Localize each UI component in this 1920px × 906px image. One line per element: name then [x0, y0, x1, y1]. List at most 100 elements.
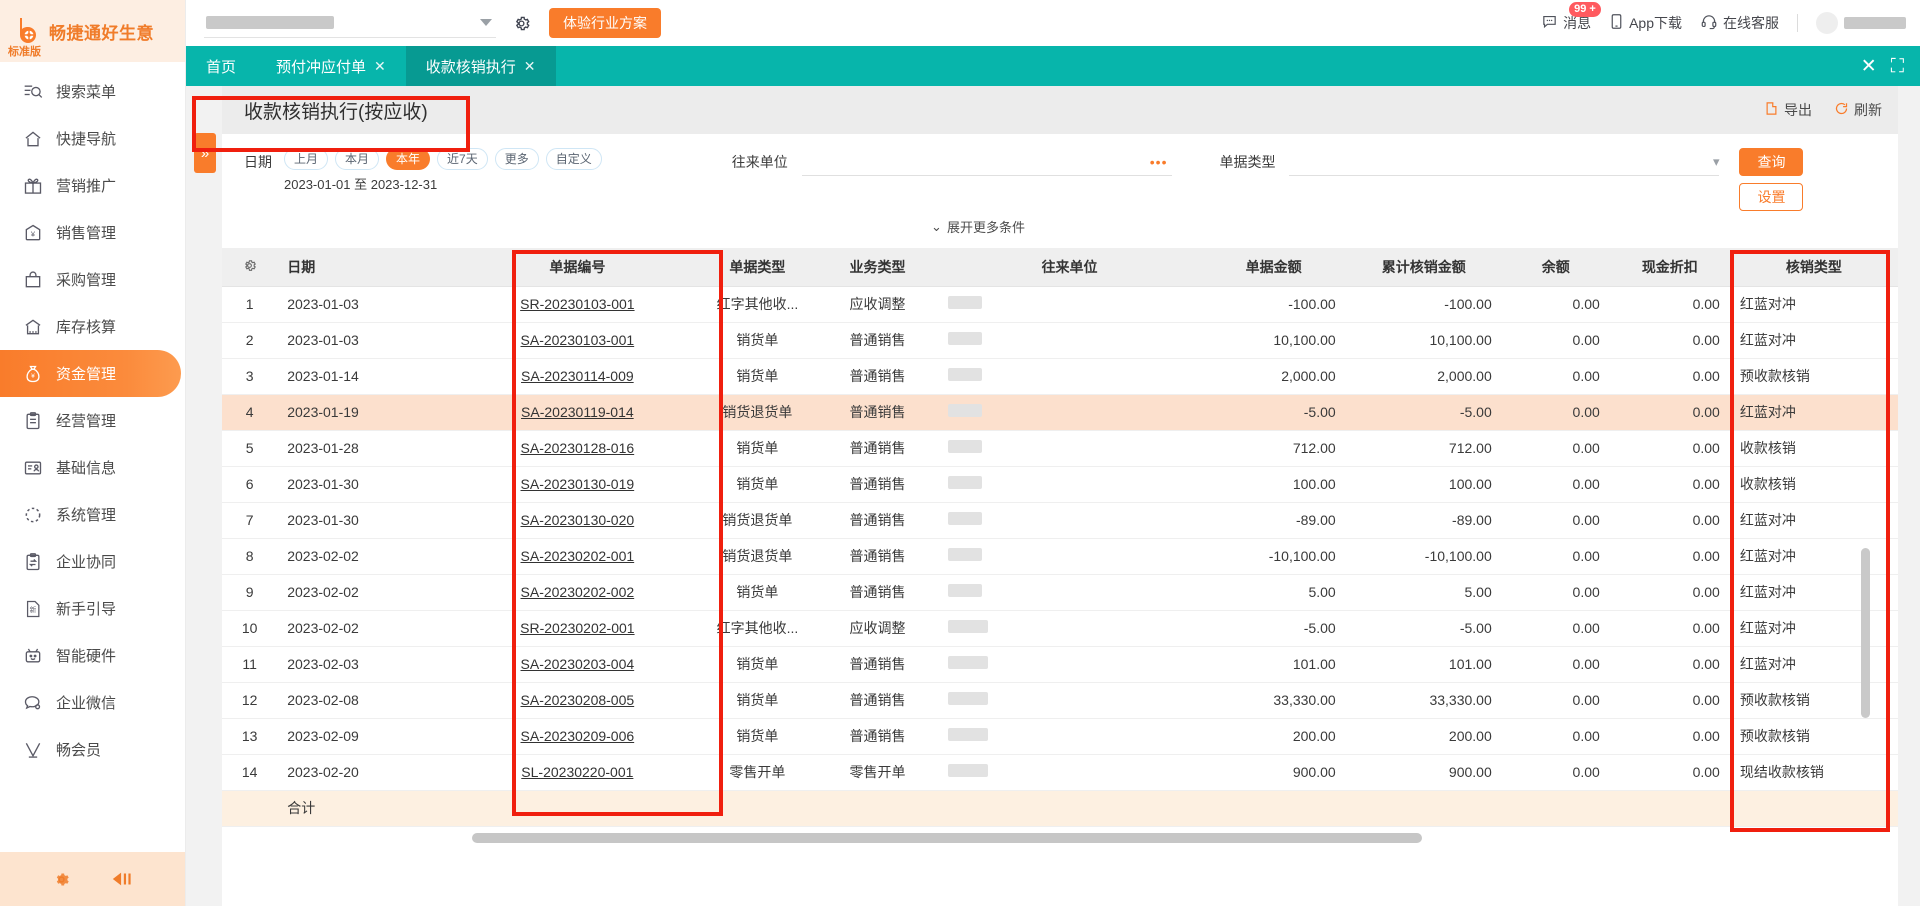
sidebar-item-1[interactable]: 快捷导航 — [0, 115, 185, 162]
cell-doc-no[interactable]: SA-20230128-016 — [457, 430, 698, 467]
doc-no-link[interactable]: SA-20230119-014 — [521, 404, 634, 420]
doc-no-link[interactable]: SR-20230202-001 — [520, 620, 635, 636]
doctype-filter-select[interactable]: ▾ — [1289, 148, 1720, 176]
cell-doc-no[interactable]: SA-20230203-004 — [457, 646, 698, 683]
date-chip-2[interactable]: 本年 — [386, 148, 431, 170]
tab-1[interactable]: 预付冲应付单 ✕ — [256, 46, 406, 86]
cell-doc-no[interactable]: SA-20230114-009 — [457, 358, 698, 395]
cell-doc-no[interactable]: SA-20230209-006 — [457, 718, 698, 755]
col-header-settled[interactable]: 累计核销金额 — [1345, 248, 1502, 287]
tab-2[interactable]: 收款核销执行 ✕ — [405, 46, 556, 86]
sidebar-item-14[interactable]: 畅会员 — [0, 726, 185, 773]
cell-doc-no[interactable]: SA-20230208-005 — [457, 682, 698, 719]
date-chip-5[interactable]: 自定义 — [545, 148, 602, 170]
sidebar-item-12[interactable]: 智能硬件 — [0, 632, 185, 679]
cell-doc-no[interactable]: SA-20230202-002 — [457, 574, 698, 611]
sidebar-item-2[interactable]: 营销推广 — [0, 162, 185, 209]
doc-no-link[interactable]: SA-20230130-019 — [520, 476, 635, 492]
table-row[interactable]: 2 2023-01-03 SA-20230103-001 销货单 普通销售 10,100.… — [222, 322, 1898, 359]
table-horizontal-scroll-thumb[interactable] — [472, 832, 1422, 843]
cell-doc-no[interactable]: SA-20230130-019 — [457, 466, 698, 503]
doc-no-link[interactable]: SL-20230220-001 — [521, 764, 634, 780]
ellipsis-icon[interactable]: ••• — [1149, 154, 1168, 170]
sidebar-item-3[interactable]: ¥ 销售管理 — [0, 209, 185, 256]
app-download-link[interactable]: App下载 — [1609, 13, 1682, 33]
table-row[interactable]: 5 2023-01-28 SA-20230128-016 销货单 普通销售 712.00 7… — [222, 430, 1898, 467]
sidebar-item-11[interactable]: 新 新手引导 — [0, 585, 185, 632]
table-row[interactable]: 1 2023-01-03 SR-20230103-001 红字其他收... 应收调整 -1… — [222, 286, 1898, 323]
table-row[interactable]: 14 2023-02-20 SL-20230220-001 零售开单 零售开单 900.0… — [222, 754, 1898, 791]
doc-no-link[interactable]: SA-20230202-001 — [520, 548, 635, 564]
export-button[interactable]: 导出 — [1764, 100, 1812, 120]
sidebar-item-7[interactable]: 经营管理 — [0, 397, 185, 444]
fullscreen-icon[interactable]: ⛶ — [1890, 55, 1904, 77]
online-service-link[interactable]: 在线客服 — [1700, 13, 1779, 33]
doc-no-link[interactable]: SA-20230128-016 — [520, 440, 635, 456]
table-row[interactable]: 4 2023-01-19 SA-20230119-014 销货退货单 普通销售 -5.00… — [222, 394, 1898, 431]
table-row[interactable]: 3 2023-01-14 SA-20230114-009 销货单 普通销售 2,000.0… — [222, 358, 1898, 395]
cell-doc-no[interactable]: SR-20230103-001 — [457, 286, 698, 323]
tab-close-icon[interactable]: ✕ — [523, 57, 536, 74]
sidebar-item-10[interactable]: 企业协同 — [0, 538, 185, 585]
settings-button[interactable]: 设置 — [1739, 183, 1804, 211]
date-range-value[interactable]: 2023-01-01 至 2023-12-31 — [284, 177, 438, 192]
table-row[interactable]: 11 2023-02-03 SA-20230203-004 销货单 普通销售 101.00… — [222, 646, 1898, 683]
table-row[interactable]: 13 2023-02-09 SA-20230209-006 销货单 普通销售 200.00… — [222, 718, 1898, 755]
col-header-date[interactable]: 日期 — [277, 248, 458, 287]
tab-0[interactable]: 首页 — [186, 46, 256, 86]
sidebar-item-13[interactable]: 企业微信 — [0, 679, 185, 726]
sidebar-item-9[interactable]: 系统管理 — [0, 491, 185, 538]
gear-icon[interactable] — [52, 870, 71, 889]
table-row[interactable]: 8 2023-02-02 SA-20230202-001 销货退货单 普通销售 -10,1… — [222, 538, 1898, 575]
doc-no-link[interactable]: SR-20230103-001 — [520, 296, 635, 312]
cell-doc-no[interactable]: SL-20230220-001 — [457, 754, 698, 791]
doc-no-link[interactable]: SA-20230202-002 — [520, 584, 635, 600]
cell-doc-no[interactable]: SR-20230202-001 — [457, 610, 698, 647]
gear-icon[interactable] — [512, 14, 531, 33]
message-link[interactable]: 消息 99 + — [1541, 2, 1601, 33]
table-horizontal-scrollbar[interactable] — [222, 826, 1898, 849]
col-header-amount[interactable]: 单据金额 — [1201, 248, 1346, 287]
refresh-button[interactable]: 刷新 — [1834, 100, 1882, 120]
doc-no-link[interactable]: SA-20230209-006 — [520, 728, 635, 744]
cell-doc-no[interactable]: SA-20230130-020 — [457, 502, 698, 539]
table-row[interactable]: 10 2023-02-02 SR-20230202-001 红字其他收... 应收调整 -… — [222, 610, 1898, 647]
table-settings-icon[interactable] — [222, 248, 278, 287]
collapse-panel-icon[interactable] — [111, 871, 133, 887]
sidebar-item-0[interactable]: 搜索菜单 — [0, 68, 185, 115]
sidebar-item-6[interactable]: ¥ 资金管理 — [0, 350, 181, 397]
col-header-settle-type[interactable]: 核销类型 — [1729, 248, 1898, 287]
date-chip-3[interactable]: 近7天 — [437, 148, 488, 170]
cell-doc-no[interactable]: SA-20230103-001 — [457, 322, 698, 359]
col-header-balance[interactable]: 余额 — [1501, 248, 1610, 287]
col-header-doc-no[interactable]: 单据编号 — [457, 248, 698, 287]
date-chip-1[interactable]: 本月 — [335, 148, 380, 170]
date-chip-4[interactable]: 更多 — [494, 148, 539, 170]
user-menu[interactable] — [1816, 12, 1906, 34]
close-icon[interactable]: ✕ — [1860, 55, 1877, 77]
sidebar-item-4[interactable]: 采购管理 — [0, 256, 185, 303]
org-select[interactable] — [204, 8, 496, 38]
cell-doc-no[interactable]: SA-20230202-001 — [457, 538, 698, 575]
table-row[interactable]: 7 2023-01-30 SA-20230130-020 销货退货单 普通销售 -89.0… — [222, 502, 1898, 539]
table-row[interactable]: 12 2023-02-08 SA-20230208-005 销货单 普通销售 33,330… — [222, 682, 1898, 719]
col-header-biz-type[interactable]: 业务类型 — [817, 248, 938, 287]
query-button[interactable]: 查询 — [1739, 148, 1804, 176]
col-header-discount[interactable]: 现金折扣 — [1609, 248, 1730, 287]
table-row[interactable]: 9 2023-02-02 SA-20230202-002 销货单 普通销售 5.00 5.0… — [222, 574, 1898, 611]
table-row[interactable]: 6 2023-01-30 SA-20230130-019 销货单 普通销售 100.00 1… — [222, 466, 1898, 503]
expand-more-conditions[interactable]: ⌄ 展开更多条件 — [244, 211, 1712, 238]
doc-no-link[interactable]: SA-20230130-020 — [520, 512, 635, 528]
experience-industry-plan-button[interactable]: 体验行业方案 — [549, 8, 661, 38]
date-chip-0[interactable]: 上月 — [284, 148, 329, 170]
sidebar-item-8[interactable]: 基础信息 — [0, 444, 185, 491]
doc-no-link[interactable]: SA-20230103-001 — [520, 332, 635, 348]
tab-close-icon[interactable]: ✕ — [374, 57, 386, 74]
col-header-doc-type[interactable]: 单据类型 — [697, 248, 818, 287]
cell-doc-no[interactable]: SA-20230119-014 — [457, 394, 698, 431]
doc-no-link[interactable]: SA-20230208-005 — [520, 692, 635, 708]
unit-filter-input[interactable] — [801, 148, 1172, 176]
sidebar-item-5[interactable]: 库存核算 — [0, 303, 185, 350]
double-chevron-right-icon[interactable]: » — [194, 133, 216, 173]
doc-no-link[interactable]: SA-20230114-009 — [521, 368, 634, 384]
